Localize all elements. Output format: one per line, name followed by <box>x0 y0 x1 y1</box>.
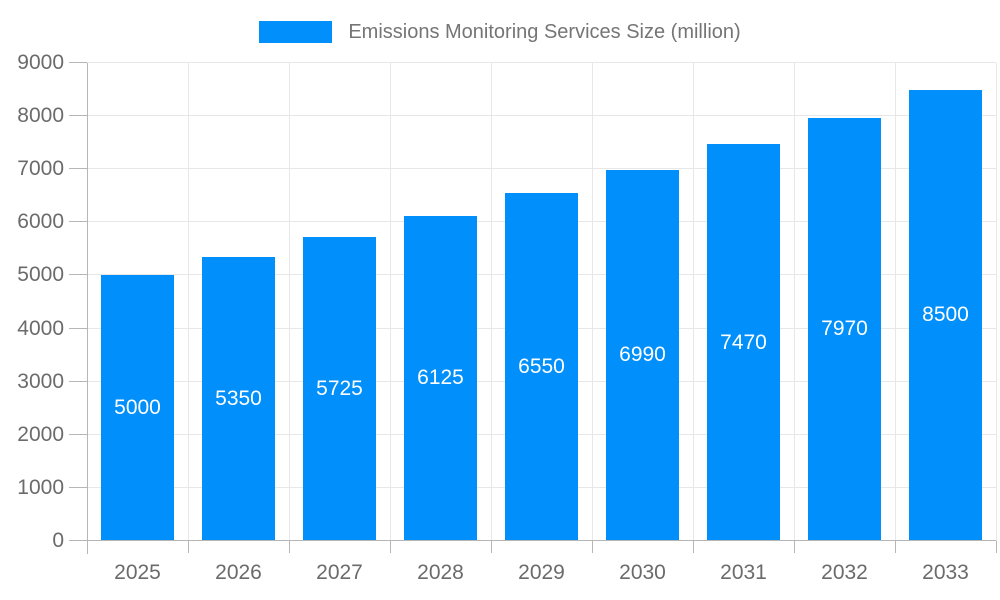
y-tick <box>69 221 87 223</box>
x-tick <box>794 541 795 553</box>
bar-value-label: 7470 <box>720 330 767 354</box>
bar-2031[interactable]: 7470 <box>707 144 780 541</box>
y-tick <box>69 168 87 170</box>
plot-area: 5000 5350 5725 6125 6550 6990 7470 7970 8500 <box>69 62 997 554</box>
legend-swatch-icon <box>259 21 333 43</box>
bar-value-label: 7970 <box>821 317 868 341</box>
x-axis-tick-label: 2029 <box>518 561 565 584</box>
bar-2025[interactable]: 5000 <box>101 275 174 541</box>
x-tick <box>996 541 997 553</box>
x-gridline <box>390 63 391 541</box>
chart-legend[interactable]: Emissions Monitoring Services Size (mill… <box>0 19 1000 45</box>
y-tick <box>69 433 87 435</box>
x-axis-tick-label: 2031 <box>720 561 767 584</box>
x-tick <box>188 541 189 553</box>
x-gridline <box>289 63 290 541</box>
x-gridline <box>592 63 593 541</box>
x-gridline <box>693 63 694 541</box>
y-axis-tick-label: 6000 <box>17 210 64 234</box>
bar-value-label: 6125 <box>417 366 464 390</box>
x-gridline <box>996 63 997 541</box>
x-axis-tick-label: 2028 <box>417 561 464 584</box>
bar-2032[interactable]: 7970 <box>808 117 881 541</box>
bar-value-label: 6550 <box>518 355 565 379</box>
bar-2033[interactable]: 8500 <box>909 89 982 541</box>
bar-2030[interactable]: 6990 <box>606 169 679 541</box>
y-axis-tick-label: 7000 <box>17 157 64 181</box>
bar-2029[interactable]: 6550 <box>505 193 578 541</box>
legend-label: Emissions Monitoring Services Size (mill… <box>348 20 741 43</box>
x-tick <box>491 541 492 553</box>
y-axis-tick-label: 0 <box>52 529 64 552</box>
y-gridline <box>87 168 996 170</box>
x-gridline <box>188 63 189 541</box>
y-gridline <box>87 62 996 63</box>
x-tick <box>592 541 593 553</box>
bar-value-label: 5725 <box>316 376 363 400</box>
y-tick <box>69 274 87 276</box>
x-tick <box>895 541 896 553</box>
bar-2026[interactable]: 5350 <box>202 256 275 541</box>
y-axis-tick-label: 1000 <box>17 475 64 499</box>
y-tick <box>69 327 87 329</box>
x-axis-tick-label: 2027 <box>316 561 363 584</box>
bar-2028[interactable]: 6125 <box>404 215 477 541</box>
y-axis-tick-label: 2000 <box>17 422 64 446</box>
bar-value-label: 8500 <box>922 303 969 327</box>
x-axis-tick-label: 2032 <box>821 561 868 584</box>
y-axis-tick-label: 9000 <box>17 51 64 74</box>
x-axis-tick-label: 2033 <box>922 561 969 584</box>
y-tick <box>69 115 87 117</box>
x-gridline <box>794 63 795 541</box>
x-gridline <box>895 63 896 541</box>
x-axis-tick-label: 2026 <box>215 561 262 584</box>
x-tick <box>87 541 88 553</box>
y-tick <box>69 62 87 63</box>
bar-2027[interactable]: 5725 <box>303 236 376 541</box>
y-axis-tick-label: 4000 <box>17 316 64 340</box>
x-axis-line <box>87 540 996 541</box>
y-tick <box>69 380 87 382</box>
y-tick <box>69 540 87 541</box>
bar-value-label: 6990 <box>619 343 666 367</box>
y-axis-line <box>87 63 88 554</box>
y-axis-tick-label: 8000 <box>17 104 64 128</box>
x-gridline <box>491 63 492 541</box>
y-tick <box>69 486 87 488</box>
bar-value-label: 5000 <box>114 396 161 420</box>
x-axis-tick-label: 2025 <box>114 561 161 584</box>
x-axis-tick-label: 2030 <box>619 561 666 584</box>
y-axis-tick-label: 3000 <box>17 369 64 393</box>
x-tick <box>289 541 290 553</box>
y-axis-tick-label: 5000 <box>17 263 64 287</box>
y-gridline <box>87 115 996 117</box>
bar-value-label: 5350 <box>215 386 262 410</box>
x-tick <box>390 541 391 553</box>
x-tick <box>693 541 694 553</box>
